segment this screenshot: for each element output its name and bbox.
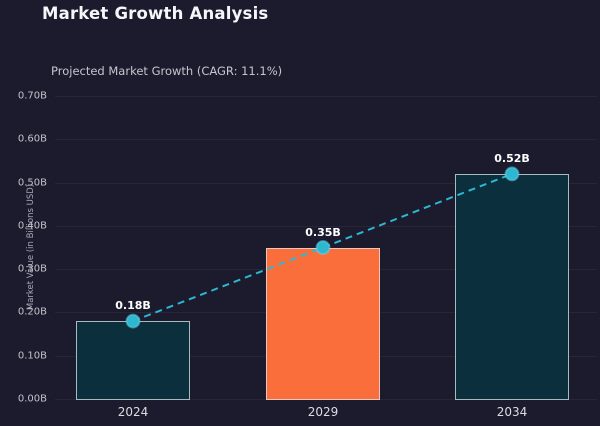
y-tick-label: 0.60B <box>17 133 47 145</box>
y-tick-label: 0.40B <box>17 220 47 232</box>
y-tick-label: 0.00B <box>17 393 47 405</box>
bar-2034 <box>455 173 569 400</box>
x-tick-label: 2034 <box>496 405 528 419</box>
bar-value-label: 0.35B <box>305 225 341 239</box>
y-tick-label: 0.10B <box>17 350 47 362</box>
x-tick-label: 2029 <box>307 405 339 419</box>
y-tick-label: 0.20B <box>17 306 47 318</box>
x-tick-label: 2024 <box>117 405 149 419</box>
y-axis-title: Market Value (in Billions USD) <box>26 183 36 311</box>
chart-subtitle: Projected Market Growth (CAGR: 11.1%) <box>51 64 283 78</box>
chart-title: Market Growth Analysis <box>42 4 269 23</box>
gridline <box>55 96 597 97</box>
y-tick-label: 0.30B <box>17 263 47 275</box>
bar-value-label: 0.18B <box>115 299 151 313</box>
y-tick-label: 0.70B <box>17 90 47 102</box>
bar-2029 <box>266 247 380 400</box>
bar-value-label: 0.52B <box>494 151 530 165</box>
gridline <box>55 139 597 141</box>
bar-2024 <box>76 321 190 400</box>
y-tick-label: 0.50B <box>17 177 47 189</box>
